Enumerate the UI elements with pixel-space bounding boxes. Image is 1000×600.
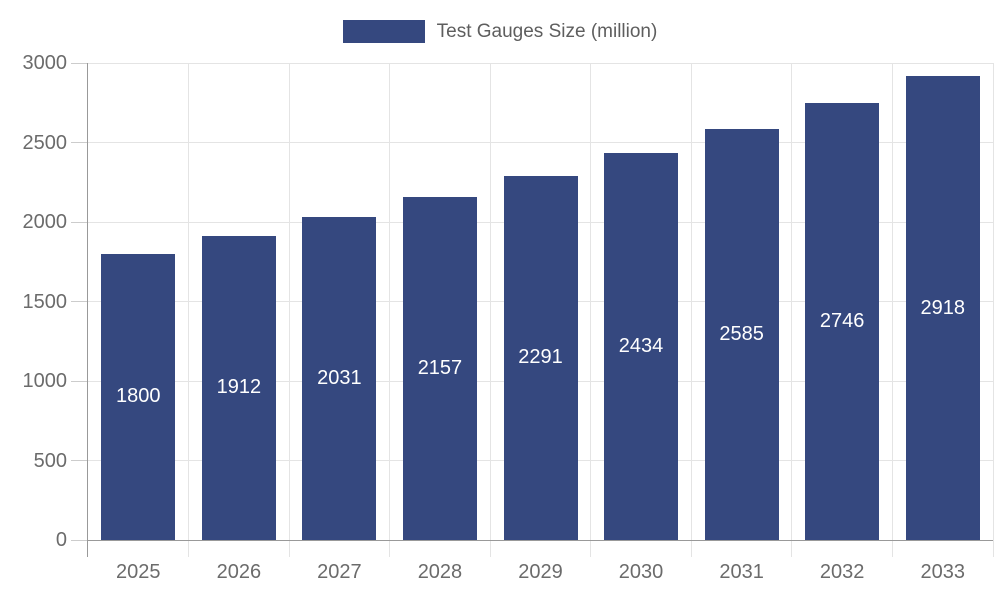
bar[interactable]: 1800: [101, 253, 176, 540]
bar[interactable]: 2746: [805, 103, 880, 540]
x-tick-label: 2030: [618, 561, 664, 583]
y-tick-label: 2000: [22, 211, 68, 233]
bar-value-label: 2031: [317, 367, 362, 390]
bar[interactable]: 1912: [201, 235, 276, 540]
legend-label: Test Gauges Size (million): [436, 20, 658, 42]
x-gridline: [891, 63, 893, 557]
x-tick-label: 2032: [819, 561, 865, 583]
x-gridline: [590, 63, 592, 557]
bar-value-label: 2918: [920, 296, 965, 319]
x-tick-label: 2033: [920, 561, 965, 583]
bar-value-label: 2746: [819, 310, 865, 333]
x-tick-label: 2027: [317, 561, 362, 583]
bar[interactable]: 2585: [704, 128, 779, 540]
x-axis-line: [87, 539, 993, 541]
legend-swatch: [342, 20, 425, 43]
y-tick-label: 2500: [22, 131, 68, 154]
x-gridline: [690, 63, 692, 557]
bar-value-label: 2434: [618, 334, 664, 357]
y-axis-tick: [71, 460, 88, 461]
y-tick-label: 3000: [22, 52, 68, 74]
y-tick-label: 1000: [22, 370, 68, 392]
y-axis-line: [87, 63, 88, 557]
bar-value-label: 2157: [417, 357, 463, 379]
bar[interactable]: 2291: [503, 175, 578, 540]
y-axis-tick: [71, 539, 88, 541]
y-axis-tick: [71, 62, 88, 64]
x-gridline: [288, 63, 290, 557]
bar-value-label: 1912: [216, 376, 262, 399]
bar[interactable]: 2031: [302, 217, 377, 540]
y-axis-tick: [71, 142, 88, 143]
x-tick-label: 2029: [518, 561, 563, 583]
x-tick-label: 2026: [216, 561, 262, 583]
bar-value-label: 2291: [518, 346, 563, 369]
y-axis-tick: [71, 221, 88, 223]
bar[interactable]: 2157: [402, 197, 477, 540]
bar-value-label: 1800: [116, 385, 161, 408]
x-tick-label: 2028: [417, 561, 463, 583]
y-axis-tick: [71, 301, 88, 302]
y-tick-label: 500: [33, 449, 67, 472]
bar[interactable]: 2918: [905, 76, 980, 540]
x-gridline: [489, 63, 491, 557]
y-axis-tick: [71, 380, 88, 382]
y-gridline: [88, 142, 993, 143]
x-tick-label: 2025: [116, 561, 161, 583]
legend[interactable]: Test Gauges Size (million): [0, 20, 1000, 43]
y-tick-label: 1500: [22, 290, 68, 313]
y-tick-label: 0: [55, 529, 67, 551]
x-gridline: [791, 63, 793, 557]
x-gridline: [992, 63, 994, 557]
x-tick-label: 2031: [719, 561, 764, 583]
bar[interactable]: 2434: [604, 152, 679, 540]
bar-value-label: 2585: [719, 322, 764, 345]
x-gridline: [389, 63, 391, 557]
y-gridline: [88, 62, 993, 64]
x-gridline: [188, 63, 190, 557]
